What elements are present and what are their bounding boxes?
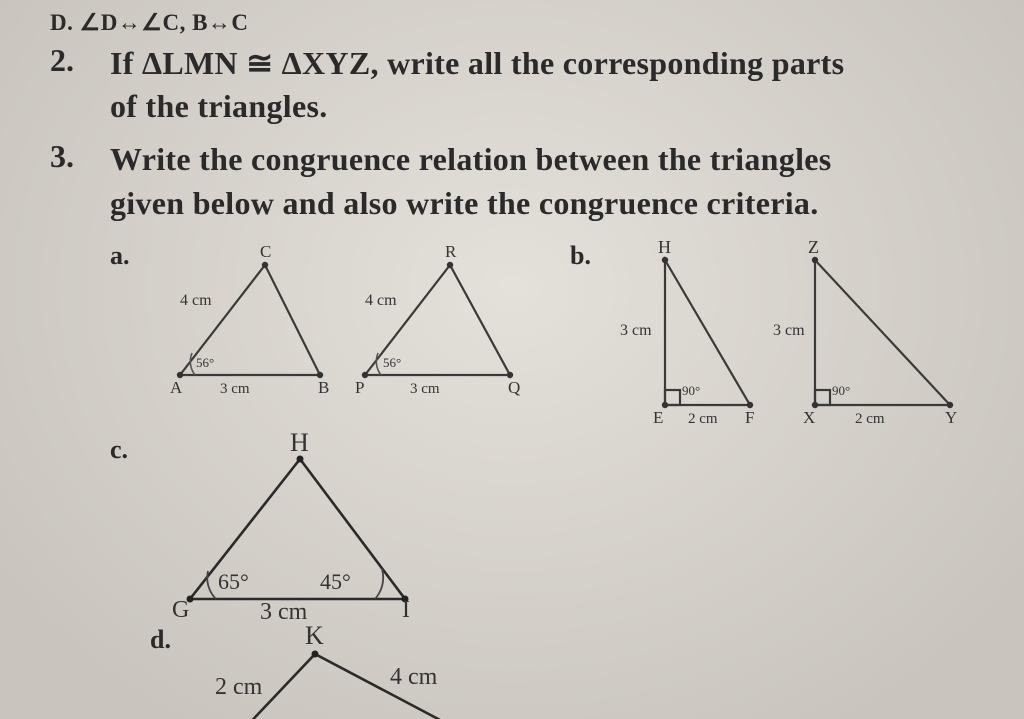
question-2: 2. If ΔLMN ≅ ΔXYZ, write all the corresp…	[50, 42, 994, 128]
a-t2-R: R	[445, 242, 457, 261]
a-t2-left: 4 cm	[365, 292, 397, 309]
a-t1-A: A	[170, 378, 183, 397]
a-t2-Q: Q	[508, 378, 520, 397]
c-a1: 65°	[218, 569, 249, 594]
part-d-svg: I J K 2 cm 4 cm 5 cm O	[190, 619, 570, 719]
figure-row-2: c. G I H 65° 45° 3 cm d.	[110, 429, 994, 719]
part-a-label: a.	[110, 235, 150, 271]
b-t1-H: H	[658, 237, 671, 257]
part-b-svg: E F H 3 cm 2 cm 90° X Y Z 3 cm 2 cm 90°	[610, 235, 990, 435]
d-right: 4 cm	[390, 664, 438, 690]
b-t2-X: X	[803, 408, 815, 427]
a-t2-P: P	[355, 378, 364, 397]
a-t2-base: 3 cm	[410, 381, 440, 397]
b-t1-vert: 3 cm	[620, 322, 652, 339]
q3-number: 3.	[50, 138, 88, 224]
b-t2-base: 2 cm	[855, 411, 885, 427]
c-I: I	[402, 597, 410, 619]
a-t2-ang: 56°	[383, 355, 401, 370]
c-G: G	[172, 597, 189, 619]
b-t1-F: F	[745, 408, 754, 427]
b-t2-ang: 90°	[832, 383, 850, 398]
b-t1-E: E	[653, 408, 663, 427]
question-3: 3. Write the congruence relation between…	[50, 138, 994, 224]
part-b: b. E F H 3 cm 2 cm 90°	[570, 235, 990, 435]
c-a2: 45°	[320, 569, 351, 594]
c-base: 3 cm	[260, 599, 308, 619]
partial-top-line: D. ∠D↔∠C, B↔C	[50, 10, 994, 36]
part-a-svg: A B C 4 cm 3 cm 56° P Q R 4 cm 3 cm 56°	[150, 235, 550, 410]
part-b-label: b.	[570, 235, 610, 271]
b-t1-ang: 90°	[682, 383, 700, 398]
q2-text: If ΔLMN ≅ ΔXYZ, write all the correspond…	[110, 42, 844, 128]
figure-row-1: a. A B C 4 cm 3 cm 56° P	[110, 235, 994, 435]
q3-line2: given below and also write the congruenc…	[110, 185, 819, 221]
part-c-svg: G I H 65° 45° 3 cm	[150, 429, 550, 619]
b-t2-Y: Y	[945, 408, 957, 427]
q2-number: 2.	[50, 42, 88, 128]
c-H: H	[290, 429, 309, 457]
a-t1-ang: 56°	[196, 355, 214, 370]
q2-line2: of the triangles.	[110, 88, 328, 124]
part-d: d. I J K 2 cm 4 cm 5 cm O	[150, 619, 570, 719]
part-c: c. G I H 65° 45° 3 cm	[110, 429, 550, 619]
part-a: a. A B C 4 cm 3 cm 56° P	[110, 235, 550, 435]
q3-text: Write the congruence relation between th…	[110, 138, 832, 224]
a-t1-B: B	[318, 378, 329, 397]
a-t1-base: 3 cm	[220, 381, 250, 397]
a-t1-left: 4 cm	[180, 292, 212, 309]
b-t1-base: 2 cm	[688, 411, 718, 427]
q3-line1: Write the congruence relation between th…	[110, 141, 832, 177]
q2-line1: If ΔLMN ≅ ΔXYZ, write all the correspond…	[110, 45, 844, 81]
b-t2-Z: Z	[808, 237, 819, 257]
a-t1-C: C	[260, 242, 271, 261]
d-K: K	[305, 621, 324, 650]
part-d-label: d.	[150, 619, 190, 655]
d-left: 2 cm	[215, 674, 263, 700]
page-root: D. ∠D↔∠C, B↔C 2. If ΔLMN ≅ ΔXYZ, write a…	[0, 0, 1024, 719]
b-t2-vert: 3 cm	[773, 322, 805, 339]
part-c-label: c.	[110, 429, 150, 465]
